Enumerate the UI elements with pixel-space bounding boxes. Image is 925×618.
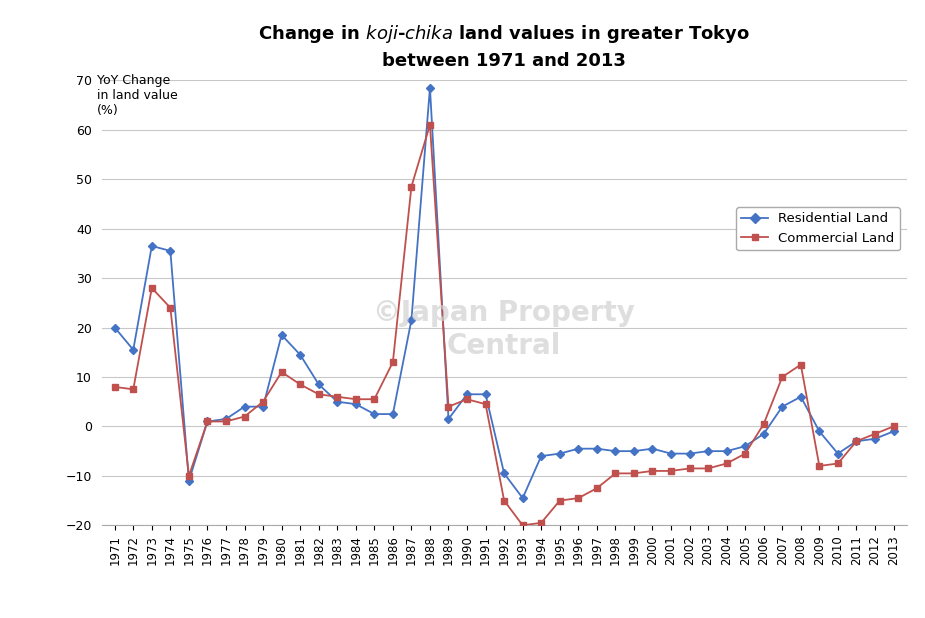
Commercial Land <box>591 485 602 492</box>
Residential Land <box>870 435 881 442</box>
Residential Land <box>888 428 899 435</box>
Residential Land <box>462 391 473 398</box>
Commercial Land <box>425 121 436 129</box>
Residential Land <box>276 331 287 339</box>
Residential Land <box>554 450 565 457</box>
Residential Land <box>443 415 454 423</box>
Residential Land <box>257 403 268 410</box>
Commercial Land <box>554 497 565 504</box>
Commercial Land <box>758 420 770 428</box>
Text: YoY Change
in land value
(%): YoY Change in land value (%) <box>97 74 178 117</box>
Residential Land <box>388 410 399 418</box>
Commercial Land <box>796 361 807 368</box>
Commercial Land <box>832 460 844 467</box>
Commercial Land <box>294 381 305 388</box>
Residential Land <box>758 430 770 438</box>
Commercial Land <box>332 393 343 400</box>
Commercial Land <box>220 418 231 425</box>
Residential Land <box>740 442 751 450</box>
Residential Land <box>814 428 825 435</box>
Commercial Land <box>109 383 120 391</box>
Legend: Residential Land, Commercial Land: Residential Land, Commercial Land <box>736 207 900 250</box>
Commercial Land <box>703 465 714 472</box>
Residential Land <box>851 438 862 445</box>
Commercial Land <box>777 373 788 381</box>
Commercial Land <box>665 467 676 475</box>
Commercial Land <box>202 418 213 425</box>
Commercial Land <box>536 519 547 527</box>
Commercial Land <box>257 398 268 405</box>
Text: ©Japan Property
Central: ©Japan Property Central <box>373 299 635 360</box>
Commercial Land <box>314 391 325 398</box>
Residential Land <box>684 450 695 457</box>
Commercial Land <box>517 522 528 529</box>
Commercial Land <box>647 467 658 475</box>
Commercial Land <box>146 284 157 292</box>
Residential Land <box>351 400 362 408</box>
Residential Land <box>832 450 844 457</box>
Commercial Land <box>814 462 825 470</box>
Commercial Land <box>499 497 510 504</box>
Commercial Land <box>369 396 380 403</box>
Commercial Land <box>351 396 362 403</box>
Residential Land <box>796 393 807 400</box>
Residential Land <box>703 447 714 455</box>
Residential Land <box>517 494 528 502</box>
Commercial Land <box>573 494 584 502</box>
Commercial Land <box>183 472 194 480</box>
Residential Land <box>239 403 250 410</box>
Residential Land <box>332 398 343 405</box>
Residential Land <box>165 247 176 255</box>
Residential Land <box>499 470 510 477</box>
Residential Land <box>146 242 157 250</box>
Residential Land <box>665 450 676 457</box>
Residential Land <box>591 445 602 452</box>
Residential Land <box>294 351 305 358</box>
Commercial Land <box>406 183 417 190</box>
Commercial Land <box>480 400 491 408</box>
Commercial Land <box>128 386 139 393</box>
Commercial Land <box>740 450 751 457</box>
Title: Change in $\mathbf{\it{koji}}$-$\mathbf{\it{chika}}$ land values in greater Toky: Change in $\mathbf{\it{koji}}$-$\mathbf{… <box>258 23 750 70</box>
Commercial Land <box>722 460 733 467</box>
Residential Land <box>406 316 417 324</box>
Residential Land <box>314 381 325 388</box>
Residential Land <box>628 447 639 455</box>
Commercial Land <box>851 438 862 445</box>
Residential Land <box>109 324 120 331</box>
Commercial Land <box>684 465 695 472</box>
Residential Land <box>425 84 436 91</box>
Commercial Land <box>610 470 621 477</box>
Commercial Land <box>276 368 287 376</box>
Residential Land <box>202 418 213 425</box>
Line: Commercial Land: Commercial Land <box>112 122 896 528</box>
Residential Land <box>480 391 491 398</box>
Line: Residential Land: Residential Land <box>112 85 896 501</box>
Commercial Land <box>388 358 399 366</box>
Commercial Land <box>462 396 473 403</box>
Residential Land <box>647 445 658 452</box>
Residential Land <box>573 445 584 452</box>
Commercial Land <box>239 413 250 420</box>
Commercial Land <box>165 304 176 311</box>
Residential Land <box>610 447 621 455</box>
Residential Land <box>777 403 788 410</box>
Residential Land <box>369 410 380 418</box>
Residential Land <box>220 415 231 423</box>
Commercial Land <box>888 423 899 430</box>
Residential Land <box>536 452 547 460</box>
Residential Land <box>183 477 194 485</box>
Commercial Land <box>443 403 454 410</box>
Commercial Land <box>870 430 881 438</box>
Residential Land <box>722 447 733 455</box>
Commercial Land <box>628 470 639 477</box>
Residential Land <box>128 346 139 353</box>
